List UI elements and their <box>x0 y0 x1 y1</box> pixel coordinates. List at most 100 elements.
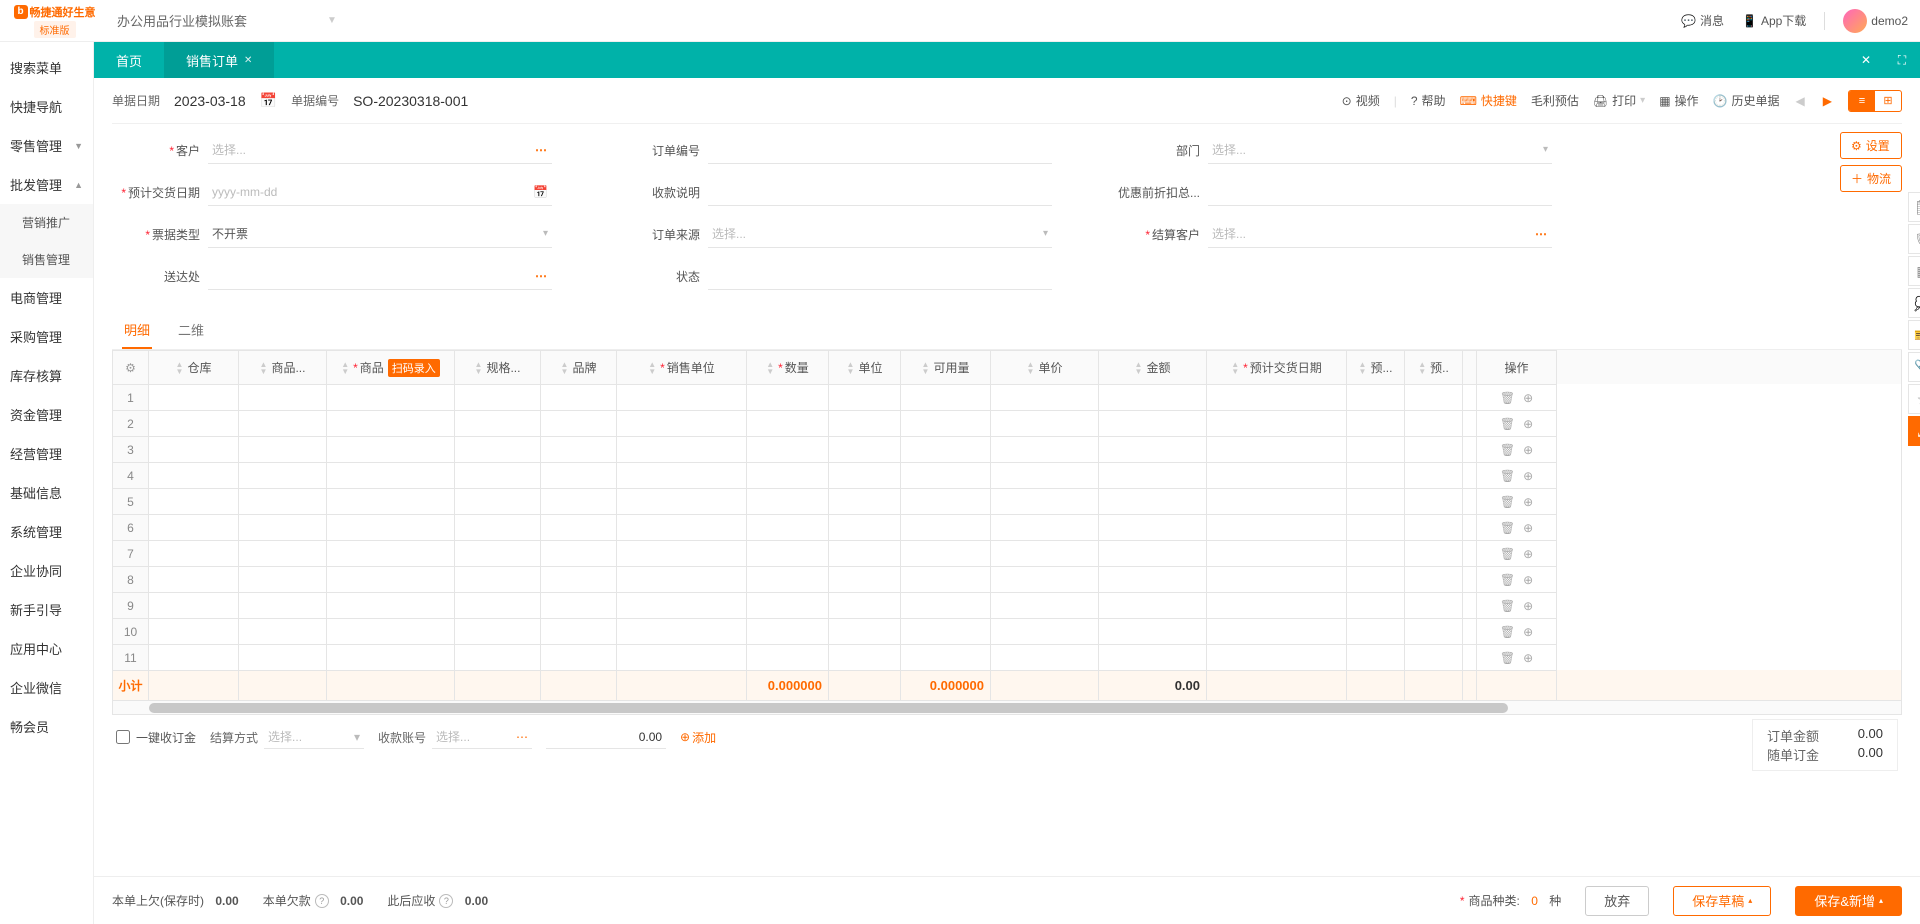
cell[interactable] <box>455 566 541 592</box>
cell[interactable] <box>991 384 1099 410</box>
col-deliver-date[interactable]: ▲▼*预计交货日期 <box>1207 350 1347 384</box>
close-all-tabs[interactable]: ✕ <box>1848 42 1884 78</box>
cell[interactable] <box>747 410 829 436</box>
cell[interactable] <box>327 436 455 462</box>
calendar-icon[interactable]: 📅 <box>533 185 548 199</box>
cell[interactable] <box>1099 462 1207 488</box>
delete-row-icon[interactable]: 🗑 <box>1500 599 1515 613</box>
cell[interactable] <box>1463 644 1477 670</box>
table-row[interactable]: 11🗑⊕ <box>113 644 1901 670</box>
cell[interactable] <box>455 384 541 410</box>
col-product[interactable]: ▲▼*商品扫码录入 <box>327 350 455 384</box>
cell[interactable] <box>617 462 747 488</box>
cell[interactable] <box>991 410 1099 436</box>
cell[interactable] <box>829 618 901 644</box>
cell[interactable] <box>1099 592 1207 618</box>
cell[interactable] <box>455 644 541 670</box>
delete-row-icon[interactable]: 🗑 <box>1500 417 1515 431</box>
nav-quicknav[interactable]: 快捷导航 <box>0 87 93 126</box>
logistics-button[interactable]: ＋物流 <box>1840 165 1902 192</box>
cell[interactable] <box>1405 644 1463 670</box>
cell[interactable] <box>455 618 541 644</box>
cell[interactable] <box>239 410 327 436</box>
cell[interactable] <box>1207 488 1347 514</box>
cell[interactable] <box>1463 540 1477 566</box>
cell[interactable] <box>239 462 327 488</box>
cell[interactable] <box>747 644 829 670</box>
nav-business[interactable]: 经营管理 <box>0 434 93 473</box>
cell[interactable] <box>541 566 617 592</box>
cell[interactable] <box>541 488 617 514</box>
copy-row-icon[interactable]: ⊕ <box>1523 625 1533 639</box>
cell[interactable] <box>747 566 829 592</box>
col-amount[interactable]: ▲▼金额 <box>1099 350 1207 384</box>
cell[interactable] <box>541 410 617 436</box>
cell[interactable] <box>1405 618 1463 644</box>
cell[interactable] <box>149 540 239 566</box>
delete-row-icon[interactable]: 🗑 <box>1500 469 1515 483</box>
cell[interactable] <box>901 592 991 618</box>
table-row[interactable]: 9🗑⊕ <box>113 592 1901 618</box>
cell[interactable] <box>1347 592 1405 618</box>
cell[interactable] <box>1207 644 1347 670</box>
nav-guide[interactable]: 新手引导 <box>0 590 93 629</box>
col-brand[interactable]: ▲▼品牌 <box>541 350 617 384</box>
cell[interactable] <box>991 488 1099 514</box>
customer-input[interactable]: 选择...⋯ <box>208 136 552 164</box>
cell[interactable] <box>617 410 747 436</box>
col-sale-unit[interactable]: ▲▼*销售单位 <box>617 350 747 384</box>
dept-input[interactable]: 选择...▾ <box>1208 136 1552 164</box>
app-download-button[interactable]: 📱App下载 <box>1742 12 1806 29</box>
cell[interactable] <box>1347 540 1405 566</box>
deliver-date-input[interactable]: yyyy-mm-dd📅 <box>208 178 552 206</box>
nav-retail[interactable]: 零售管理▼ <box>0 126 93 165</box>
nav-sales-mgmt[interactable]: 销售管理 <box>0 241 93 278</box>
rail-star-icon[interactable]: ☆ <box>1908 384 1920 414</box>
invoice-input[interactable]: 不开票▾ <box>208 220 552 248</box>
nav-purchase[interactable]: 采购管理 <box>0 317 93 356</box>
cell[interactable] <box>1347 514 1405 540</box>
close-icon[interactable]: ✕ <box>244 55 252 66</box>
cell[interactable] <box>991 436 1099 462</box>
cell[interactable] <box>617 592 747 618</box>
col-unit[interactable]: ▲▼单位 <box>829 350 901 384</box>
next-doc[interactable]: ▶ <box>1821 94 1834 108</box>
rail-box-icon[interactable]: ▦ <box>1908 256 1920 286</box>
table-row[interactable]: 3🗑⊕ <box>113 436 1901 462</box>
cell[interactable] <box>829 436 901 462</box>
table-row[interactable]: 6🗑⊕ <box>113 514 1901 540</box>
cell[interactable] <box>1207 540 1347 566</box>
table-row[interactable]: 8🗑⊕ <box>113 566 1901 592</box>
cell[interactable] <box>541 592 617 618</box>
cell[interactable] <box>455 436 541 462</box>
delete-row-icon[interactable]: 🗑 <box>1500 651 1515 665</box>
cell[interactable] <box>747 540 829 566</box>
fullscreen-button[interactable]: ⛶ <box>1884 42 1920 78</box>
cell[interactable] <box>149 618 239 644</box>
cell[interactable] <box>1405 384 1463 410</box>
delete-row-icon[interactable]: 🗑 <box>1500 573 1515 587</box>
cell[interactable] <box>1405 436 1463 462</box>
cell[interactable] <box>1463 462 1477 488</box>
cell[interactable] <box>747 384 829 410</box>
cell[interactable] <box>1099 566 1207 592</box>
cell[interactable] <box>327 592 455 618</box>
copy-row-icon[interactable]: ⊕ <box>1523 469 1533 483</box>
copy-row-icon[interactable]: ⊕ <box>1523 547 1533 561</box>
cell[interactable] <box>239 384 327 410</box>
cell[interactable] <box>239 644 327 670</box>
copy-row-icon[interactable]: ⊕ <box>1523 651 1533 665</box>
help-link[interactable]: ?帮助 <box>1411 92 1446 109</box>
cell[interactable] <box>829 384 901 410</box>
cell[interactable] <box>149 644 239 670</box>
delete-row-icon[interactable]: 🗑 <box>1500 547 1515 561</box>
cell[interactable] <box>149 566 239 592</box>
nav-basicinfo[interactable]: 基础信息 <box>0 473 93 512</box>
cell[interactable] <box>1405 540 1463 566</box>
cell[interactable] <box>455 462 541 488</box>
cell[interactable] <box>149 436 239 462</box>
order-no-input[interactable] <box>708 136 1052 164</box>
cell[interactable] <box>1463 592 1477 618</box>
help-icon[interactable]: ? <box>315 894 329 908</box>
nav-search[interactable]: 搜索菜单 <box>0 48 93 87</box>
